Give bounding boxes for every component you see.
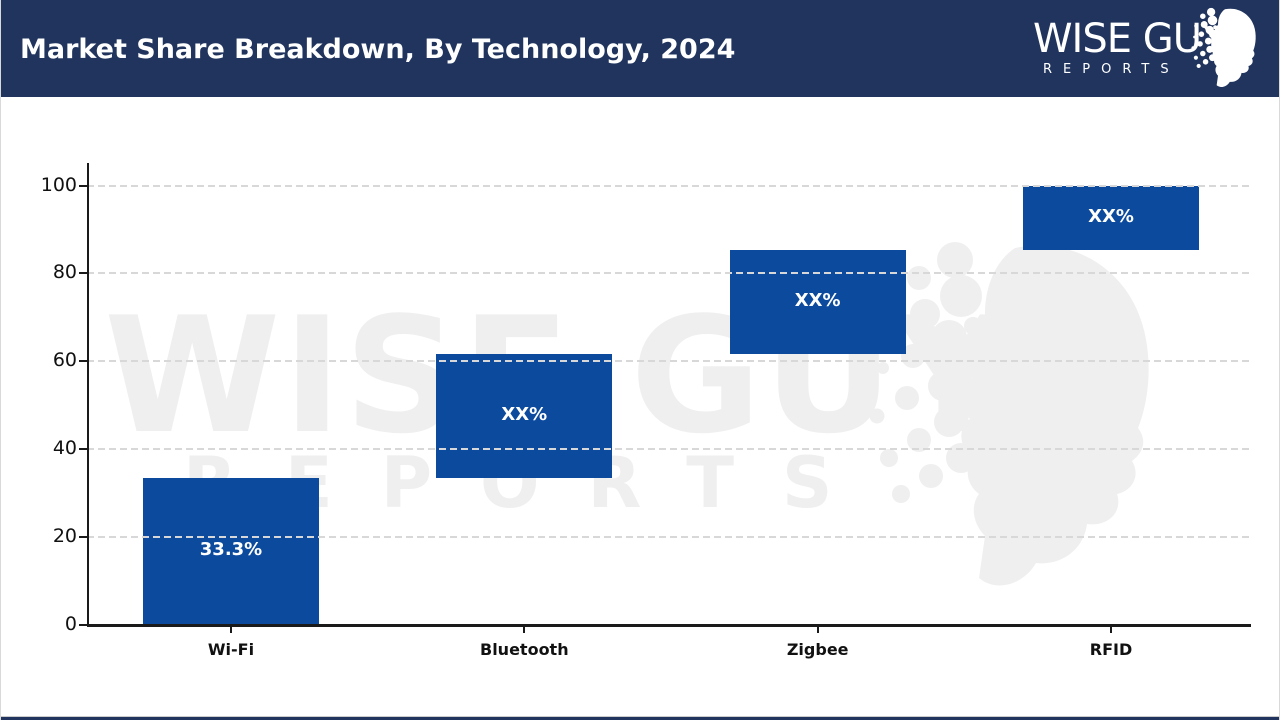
x-category-label: Bluetooth bbox=[480, 640, 569, 659]
logo-subtext: REPORTS bbox=[1043, 62, 1180, 77]
y-tick-label: 0 bbox=[64, 612, 77, 635]
header-band: Market Share Breakdown, By Technology, 2… bbox=[1, 0, 1279, 97]
x-category-label: Wi-Fi bbox=[207, 640, 255, 659]
gridline bbox=[87, 272, 1251, 275]
bar-value-label: XX% bbox=[1088, 205, 1134, 227]
footer-band bbox=[1, 717, 1279, 720]
x-tick-mark bbox=[816, 625, 819, 633]
gridline bbox=[87, 360, 1251, 363]
bottom-border-line bbox=[1, 716, 1279, 717]
x-tick-mark bbox=[1110, 625, 1112, 633]
chart-title: Market Share Breakdown, By Technology, 2… bbox=[20, 34, 736, 65]
bar-wi-fi bbox=[143, 478, 319, 625]
bar-zigbee bbox=[729, 249, 906, 355]
logo-wordmark: WISE GUY bbox=[1033, 16, 1225, 62]
y-tick-mark bbox=[79, 360, 87, 363]
bar-value-label: XX% bbox=[794, 289, 841, 311]
x-category-label: RFID bbox=[1089, 640, 1133, 659]
y-tick-mark bbox=[79, 623, 87, 626]
gridline bbox=[87, 447, 1251, 450]
bar-value-label: XX% bbox=[501, 404, 548, 426]
x-tick-mark bbox=[230, 625, 232, 633]
y-tick-mark bbox=[79, 272, 87, 275]
plot-area: 0 20 40 60 80 100 33.3% XX% XX% XX% Wi-Fi Bluetooth… bbox=[1, 97, 1279, 659]
y-tick-label: 40 bbox=[52, 436, 77, 459]
x-tick-mark bbox=[523, 625, 526, 633]
y-tick-mark bbox=[79, 535, 87, 538]
x-category-label: Zigbee bbox=[786, 640, 849, 659]
y-tick-label: 60 bbox=[52, 349, 77, 372]
y-axis-spine bbox=[87, 163, 89, 624]
watermark-head-icon bbox=[869, 242, 1149, 586]
y-tick-label: 80 bbox=[52, 261, 77, 284]
y-tick-mark bbox=[79, 184, 87, 187]
bar-bluetooth bbox=[436, 354, 613, 479]
gridline bbox=[87, 184, 1251, 187]
y-tick-label: 100 bbox=[40, 173, 77, 196]
x-axis-spine bbox=[87, 624, 1251, 627]
bar-rfid bbox=[1023, 185, 1199, 250]
bar-value-label: 33.3% bbox=[199, 539, 263, 561]
gridline bbox=[87, 535, 1251, 538]
dotted-head-icon bbox=[1191, 7, 1256, 88]
y-tick-mark bbox=[79, 447, 87, 450]
y-tick-label: 20 bbox=[52, 524, 77, 547]
brand-logo: WISE GUY REPORTS bbox=[1031, 0, 1271, 97]
